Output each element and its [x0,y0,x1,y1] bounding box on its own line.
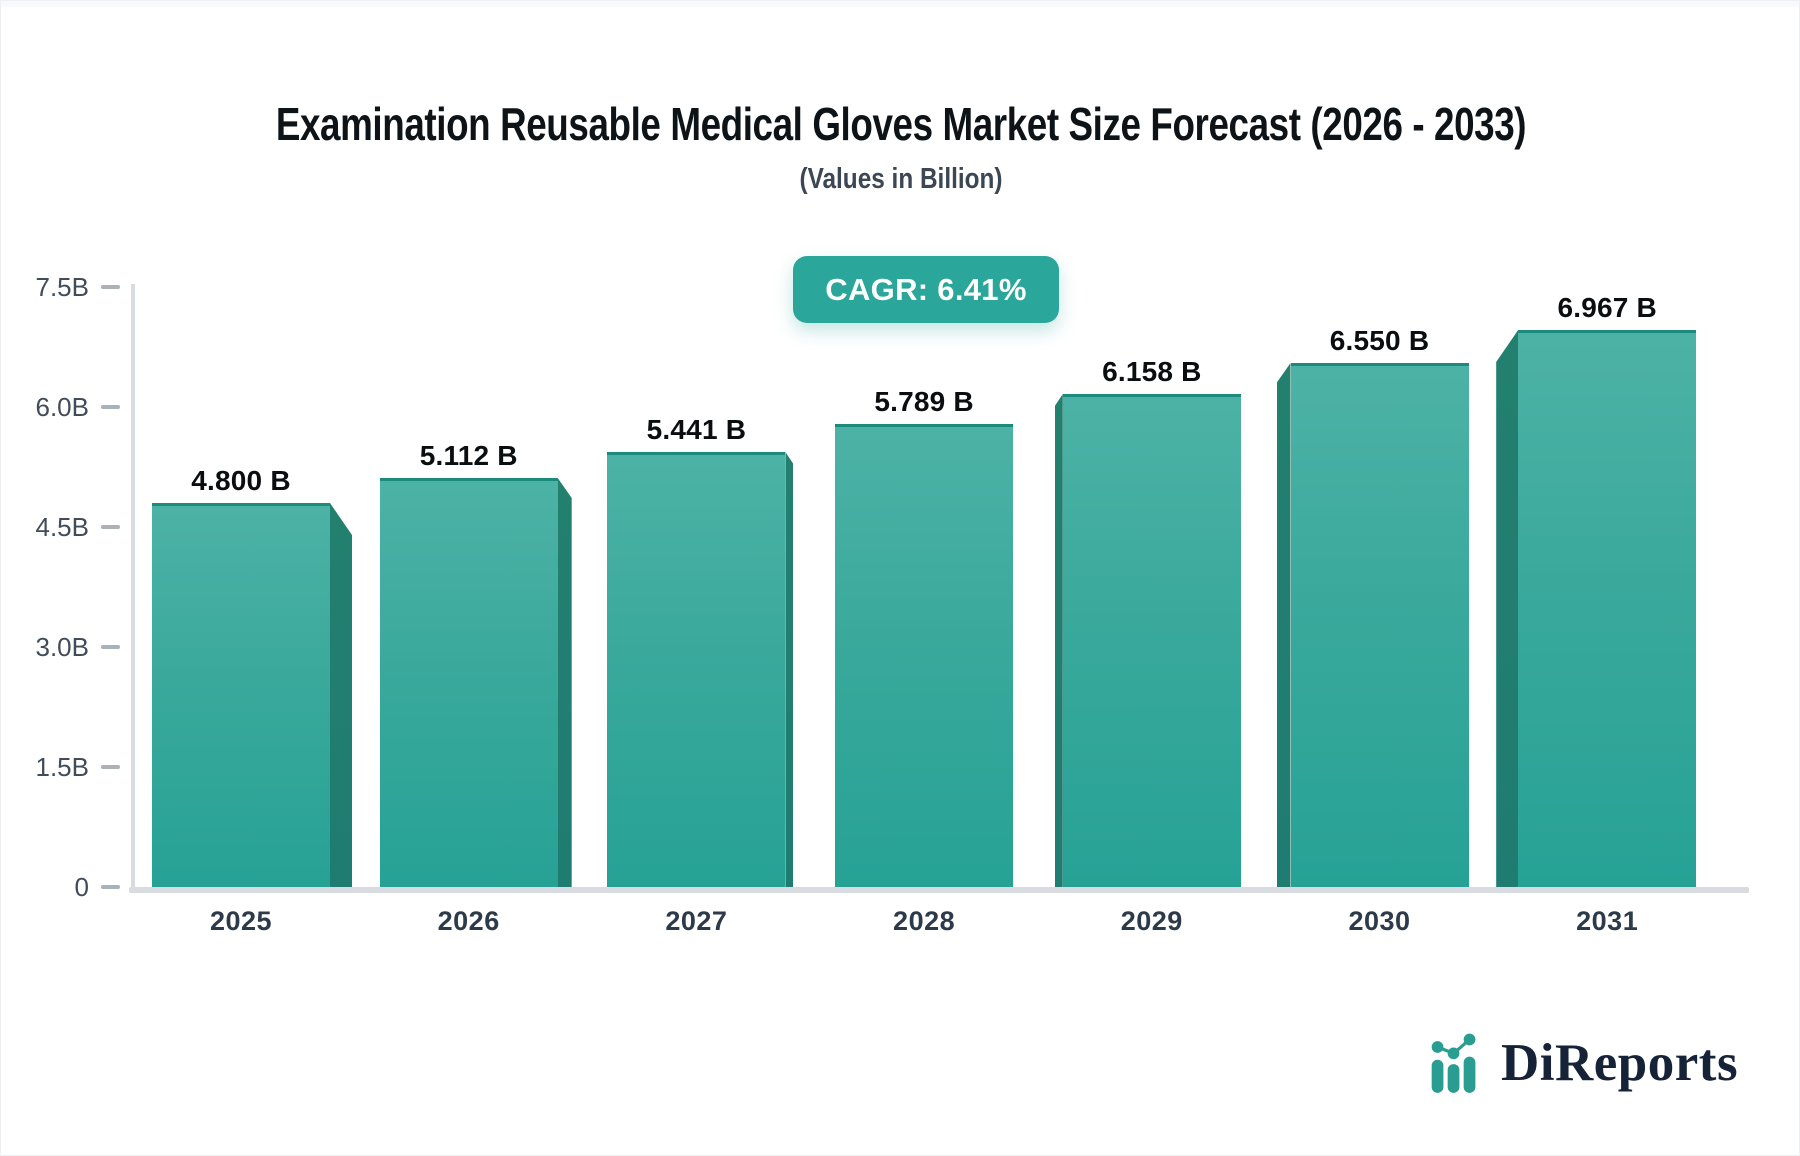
cagr-badge: CAGR: 6.41% [793,256,1059,323]
bar-value-label: 6.967 B [1557,292,1657,323]
bar-2025-side-face [330,503,352,887]
y-axis-tick-dash [101,285,120,289]
bar-2027-side-face [785,452,794,887]
x-axis-label-2029: 2029 [1120,906,1183,936]
x-axis-label-2027: 2027 [665,906,728,936]
y-axis-tick-label: 4.5B [35,512,90,542]
bar-value-label: 5.789 B [874,386,974,417]
x-axis-label-2025: 2025 [209,906,273,936]
chart-title: Examination Reusable Medical Gloves Mark… [275,98,1527,150]
bar-2026-side-face [557,478,572,887]
y-axis-tick-dash [101,645,120,649]
bar-2031[interactable] [1518,330,1697,887]
y-axis-tick-label: 0 [74,872,89,902]
bar-value-label: 5.112 B [419,440,518,471]
x-axis-baseline [129,887,1749,893]
y-axis-tick-label: 7.5B [35,272,90,302]
chart-subtitle: (Values in Billion) [799,163,1003,195]
bar-value-label: 5.441 B [646,414,747,445]
bar-value-label: 6.158 B [1102,356,1202,387]
logo-text: DiReports [1501,1033,1739,1092]
bar-2027[interactable] [607,452,786,887]
bar-line-chart-icon [1429,1031,1493,1095]
bar-2031-side-face [1496,330,1519,887]
y-axis-line [131,284,135,890]
bar-2030[interactable] [1290,363,1469,887]
bar-2025[interactable] [152,503,330,887]
bar-2030-side-face [1276,363,1291,887]
x-axis-label-2030: 2030 [1348,906,1411,936]
x-axis-label-2026: 2026 [437,906,500,936]
direports-logo: DiReports [1429,1031,1738,1095]
y-axis-tick-dash [101,525,120,529]
y-axis-tick-dash [101,405,120,409]
y-axis-tick-dash [101,885,120,889]
bar-2029-side-face [1054,394,1063,887]
bar-2028[interactable] [835,424,1014,887]
bar-value-label: 6.550 B [1329,325,1430,356]
page-top-strip [1,1,1799,7]
x-axis-label-2031: 2031 [1576,906,1639,936]
bar-2026[interactable] [379,478,558,887]
y-axis-tick-label: 6.0B [35,392,90,422]
y-axis-tick-dash [101,765,120,769]
bar-2029[interactable] [1062,394,1241,887]
y-axis-tick-label: 3.0B [35,632,90,662]
x-axis-label-2028: 2028 [893,906,956,936]
bar-value-label: 4.800 B [191,465,291,496]
y-axis-tick-label: 1.5B [35,752,90,782]
